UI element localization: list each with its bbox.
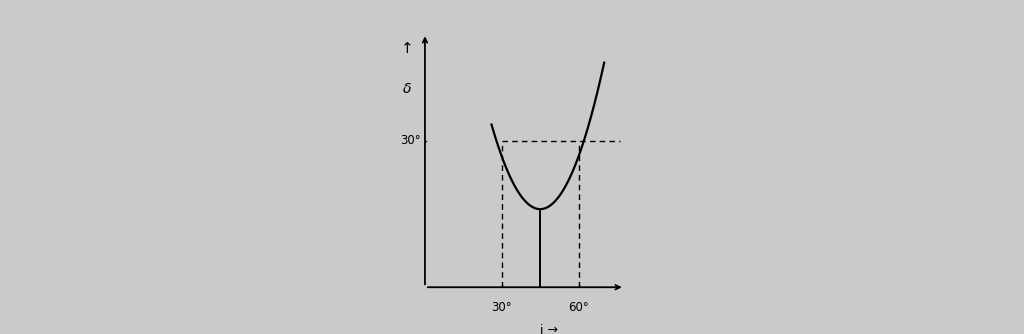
Text: ↑: ↑ — [400, 41, 414, 56]
Text: i →: i → — [540, 324, 558, 334]
Text: 60°: 60° — [568, 301, 589, 314]
Text: δ: δ — [402, 82, 412, 96]
Text: 30°: 30° — [399, 134, 420, 147]
Text: 30°: 30° — [492, 301, 512, 314]
